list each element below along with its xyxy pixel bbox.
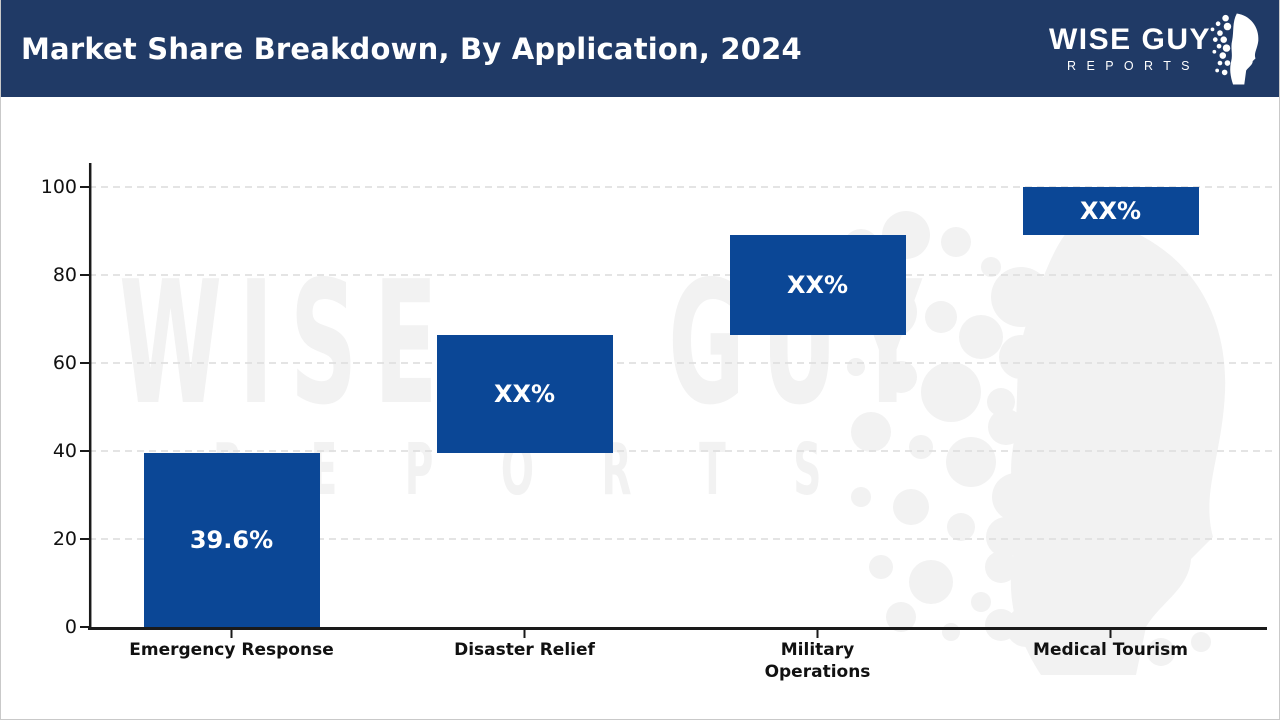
y-tick-label: 100 [40, 176, 77, 198]
logo-text-block: WISE GUY R E P O R T S [1048, 22, 1211, 73]
x-tick-label: Military Operations [764, 640, 871, 683]
bar-segment: XX% [1022, 187, 1199, 235]
y-tick-label: 0 [64, 616, 77, 638]
y-tick-label: 40 [52, 440, 77, 462]
bar-value-label: XX% [1079, 196, 1142, 225]
header-bar: Market Share Breakdown, By Application, … [1, 0, 1279, 97]
bar-value-label: 39.6% [189, 525, 274, 554]
y-tick-label: 20 [52, 528, 77, 550]
chart-title: Market Share Breakdown, By Application, … [21, 31, 802, 66]
x-tick-label: Disaster Relief [454, 640, 595, 660]
bar-value-label: XX% [493, 379, 556, 408]
wise-guy-logo: WISE GUY R E P O R T S [1049, 10, 1263, 88]
logo-wordmark: WISE GUY [1048, 22, 1211, 56]
x-tick-label: Medical Tourism [1033, 640, 1188, 660]
bar-segment: XX% [729, 234, 906, 335]
chart-canvas: WISE GUY. R E P O R T S 0 20 40 60 80 100 39.… [1, 97, 1279, 719]
bar-segment: XX% [436, 334, 613, 453]
logo-subtext: R E P O R T S [1066, 58, 1194, 73]
x-tick-label: Emergency Response [129, 640, 334, 660]
bar-value-label: XX% [786, 270, 849, 299]
bar-segment: 39.6% [143, 452, 320, 627]
y-tick-label: 60 [52, 352, 77, 374]
y-tick-label: 80 [52, 264, 77, 286]
logo-face-icon [1210, 12, 1259, 85]
